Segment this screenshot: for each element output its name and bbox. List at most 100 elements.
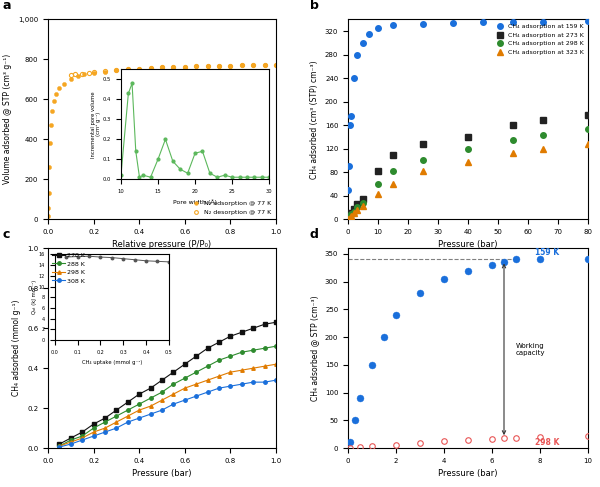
308 K bbox=[181, 397, 188, 403]
CH₄ adsorption at 159 K bbox=[346, 122, 353, 128]
278 K bbox=[193, 353, 200, 359]
308 K bbox=[261, 379, 268, 385]
Line: N₂ desorption @ 77 K: N₂ desorption @ 77 K bbox=[69, 63, 278, 77]
CH₄ adsorption at 298 K bbox=[539, 132, 547, 138]
N₂ adsorption @ 77 K bbox=[47, 122, 55, 128]
288 K bbox=[238, 349, 245, 355]
CH₄ adsorption at 159 K bbox=[539, 19, 547, 25]
Legend: 278 K, 288 K, 298 K, 308 K: 278 K, 288 K, 298 K, 308 K bbox=[51, 251, 86, 285]
Legend: N₂ adsorption @ 77 K, N₂ desorption @ 77 K: N₂ adsorption @ 77 K, N₂ desorption @ 77… bbox=[189, 200, 273, 216]
N₂ desorption @ 77 K bbox=[250, 62, 257, 68]
Y-axis label: CH₄ adsorbed (cm³ (STP) cm⁻³): CH₄ adsorbed (cm³ (STP) cm⁻³) bbox=[310, 60, 319, 179]
N₂ desorption @ 77 K bbox=[124, 67, 131, 73]
298 K bbox=[204, 377, 211, 383]
288 K bbox=[90, 425, 97, 431]
CH₄ adsorption at 273 K bbox=[539, 117, 547, 123]
298 K bbox=[90, 429, 97, 435]
298 K bbox=[261, 363, 268, 369]
N₂ adsorption @ 77 K bbox=[46, 164, 53, 170]
298 K bbox=[158, 397, 166, 403]
288 K bbox=[101, 419, 109, 425]
N₂ desorption @ 77 K bbox=[227, 63, 234, 69]
308 K bbox=[147, 411, 154, 417]
Text: 298 K: 298 K bbox=[535, 438, 560, 447]
N₂ desorption @ 77 K bbox=[204, 63, 211, 69]
278 K bbox=[227, 333, 234, 339]
298 K bbox=[272, 361, 280, 367]
Y-axis label: CH₄ adsorbed @ STP (cm⁻³): CH₄ adsorbed @ STP (cm⁻³) bbox=[310, 296, 319, 401]
308 K bbox=[193, 393, 200, 399]
CH₄ adsorption at 298 K bbox=[344, 216, 352, 222]
Text: d: d bbox=[310, 228, 319, 242]
278 K bbox=[272, 319, 280, 325]
N₂ adsorption @ 77 K bbox=[170, 64, 177, 70]
CH₄ adsorption at 323 K bbox=[353, 207, 361, 213]
N₂ adsorption @ 77 K bbox=[250, 62, 257, 68]
N₂ desorption @ 77 K bbox=[238, 62, 245, 68]
N₂ adsorption @ 77 K bbox=[101, 69, 109, 75]
288 K bbox=[158, 389, 166, 395]
CH₄ adsorption at 159 K bbox=[345, 163, 352, 169]
308 K bbox=[113, 425, 120, 431]
N₂ desorption @ 77 K bbox=[158, 64, 166, 70]
CH₄ adsorption at 273 K bbox=[347, 210, 355, 216]
N₂ adsorption @ 77 K bbox=[61, 81, 68, 87]
288 K bbox=[215, 357, 223, 363]
CH₄ adsorption at 159 K bbox=[353, 52, 361, 57]
CH₄ adsorption at 159 K bbox=[449, 20, 457, 26]
278 K bbox=[136, 391, 143, 397]
298 K bbox=[101, 425, 109, 431]
N₂ desorption @ 77 K bbox=[170, 64, 177, 70]
298 K bbox=[170, 391, 177, 397]
Line: CH₄ adsorption at 323 K: CH₄ adsorption at 323 K bbox=[346, 141, 591, 222]
278 K bbox=[56, 441, 63, 447]
308 K bbox=[238, 381, 245, 387]
CH₄ adsorption at 298 K bbox=[359, 200, 367, 206]
N₂ desorption @ 77 K bbox=[193, 63, 200, 69]
CH₄ adsorption at 298 K bbox=[584, 126, 592, 132]
278 K bbox=[101, 415, 109, 421]
278 K bbox=[90, 421, 97, 427]
278 K bbox=[113, 407, 120, 413]
CH₄ adsorption at 323 K bbox=[350, 210, 358, 216]
308 K bbox=[170, 401, 177, 407]
N₂ adsorption @ 77 K bbox=[90, 71, 97, 76]
N₂ desorption @ 77 K bbox=[79, 71, 86, 77]
298 K bbox=[193, 381, 200, 387]
N₂ adsorption @ 77 K bbox=[272, 62, 280, 68]
278 K bbox=[204, 345, 211, 351]
288 K bbox=[181, 375, 188, 381]
N₂ adsorption @ 77 K bbox=[46, 140, 53, 146]
N₂ adsorption @ 77 K bbox=[44, 213, 52, 219]
CH₄ adsorption at 159 K bbox=[344, 187, 352, 193]
288 K bbox=[250, 347, 257, 353]
CH₄ adsorption at 298 K bbox=[464, 146, 472, 151]
N₂ adsorption @ 77 K bbox=[74, 74, 81, 79]
N₂ desorption @ 77 K bbox=[181, 64, 188, 70]
N₂ desorption @ 77 K bbox=[67, 73, 74, 78]
278 K bbox=[238, 329, 245, 335]
288 K bbox=[227, 353, 234, 359]
N₂ adsorption @ 77 K bbox=[113, 68, 120, 74]
278 K bbox=[170, 369, 177, 375]
298 K bbox=[181, 385, 188, 391]
N₂ desorption @ 77 K bbox=[85, 71, 92, 76]
298 K bbox=[136, 407, 143, 413]
288 K bbox=[124, 407, 131, 413]
288 K bbox=[170, 381, 177, 387]
278 K bbox=[67, 435, 74, 441]
CH₄ adsorption at 273 K bbox=[350, 206, 358, 211]
Line: 298 K: 298 K bbox=[58, 362, 278, 448]
308 K bbox=[227, 383, 234, 389]
CH₄ adsorption at 159 K bbox=[374, 25, 382, 31]
N₂ adsorption @ 77 K bbox=[204, 63, 211, 69]
288 K bbox=[204, 363, 211, 369]
N₂ desorption @ 77 K bbox=[272, 62, 280, 68]
CH₄ adsorption at 273 K bbox=[359, 196, 367, 202]
Line: CH₄ adsorption at 273 K: CH₄ adsorption at 273 K bbox=[346, 112, 591, 221]
278 K bbox=[158, 377, 166, 383]
288 K bbox=[67, 437, 74, 443]
N₂ adsorption @ 77 K bbox=[50, 98, 58, 104]
Line: 308 K: 308 K bbox=[58, 378, 278, 449]
X-axis label: Relative pressure (P/P₀): Relative pressure (P/P₀) bbox=[112, 241, 212, 249]
